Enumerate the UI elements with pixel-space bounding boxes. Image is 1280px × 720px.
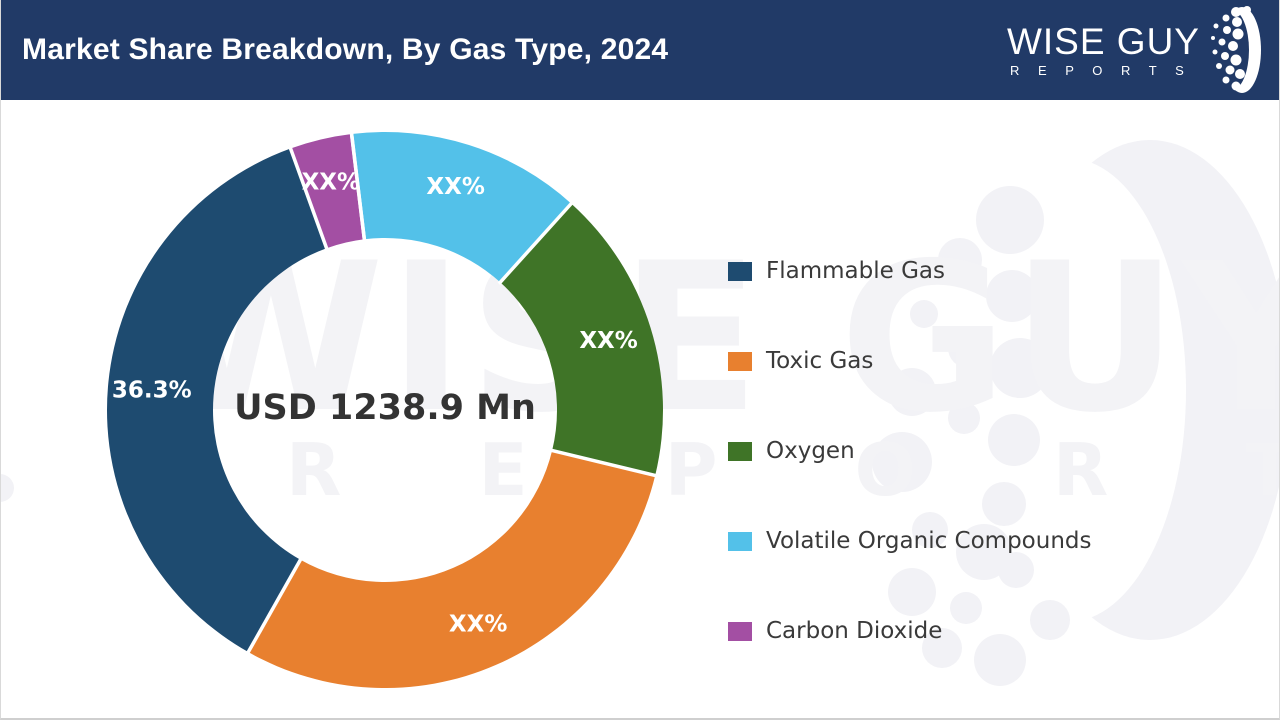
legend-item-oxygen[interactable]: Oxygen (728, 438, 1091, 464)
legend-swatch (728, 441, 752, 461)
donut-slice-carbon-dioxide[interactable] (290, 134, 365, 249)
slice-gap (549, 448, 658, 478)
legend-label: Toxic Gas (766, 348, 874, 374)
watermark-face-icon (0, 140, 1280, 686)
donut-slice-toxic-gas[interactable] (248, 450, 656, 688)
legend-item-carbon-dioxide[interactable]: Carbon Dioxide (728, 618, 1091, 644)
wiseguy-logo: WISE GUY R E P O R T S (1007, 0, 1262, 100)
page-title: Market Share Breakdown, By Gas Type, 202… (22, 33, 669, 66)
header: Market Share Breakdown, By Gas Type, 202… (0, 0, 1280, 100)
logo-brand-text: WISE GUY (1006, 21, 1200, 62)
chart-center-value: USD 1238.9 Mn (234, 388, 536, 428)
legend-swatch (728, 351, 752, 371)
watermark-line1: WISE GUY (158, 220, 1280, 458)
slice-gap (288, 146, 329, 251)
logo-sub-text: R E P O R T S (1009, 63, 1192, 78)
chart-legend: Flammable Gas Toxic Gas Oxygen Volatile … (728, 258, 1091, 708)
donut-slice-oxygen[interactable] (500, 203, 663, 476)
donut-slice-flammable-gas[interactable] (106, 148, 327, 653)
legend-swatch (728, 261, 752, 281)
legend-swatch (728, 621, 752, 641)
background-watermark: WISE GUY R E P O R T S (0, 100, 1280, 720)
legend-label: Flammable Gas (766, 258, 945, 284)
donut-slice-volatile-organic-compounds[interactable] (351, 132, 572, 283)
legend-swatch (728, 531, 752, 551)
legend-label: Volatile Organic Compounds (766, 528, 1092, 554)
slice-gap (245, 557, 303, 655)
legend-label: Carbon Dioxide (766, 618, 943, 644)
watermark-line2: R E P O R T S (286, 428, 1280, 512)
legend-item-flammable-gas[interactable]: Flammable Gas (728, 258, 1091, 284)
legend-label: Oxygen (766, 438, 855, 464)
slice-gap (349, 131, 367, 242)
legend-item-toxic-gas[interactable]: Toxic Gas (728, 348, 1091, 374)
legend-item-volatile-organic-compounds[interactable]: Volatile Organic Compounds (728, 528, 1091, 554)
slice-gap (497, 200, 574, 285)
wiseguy-face-icon (1211, 6, 1261, 93)
